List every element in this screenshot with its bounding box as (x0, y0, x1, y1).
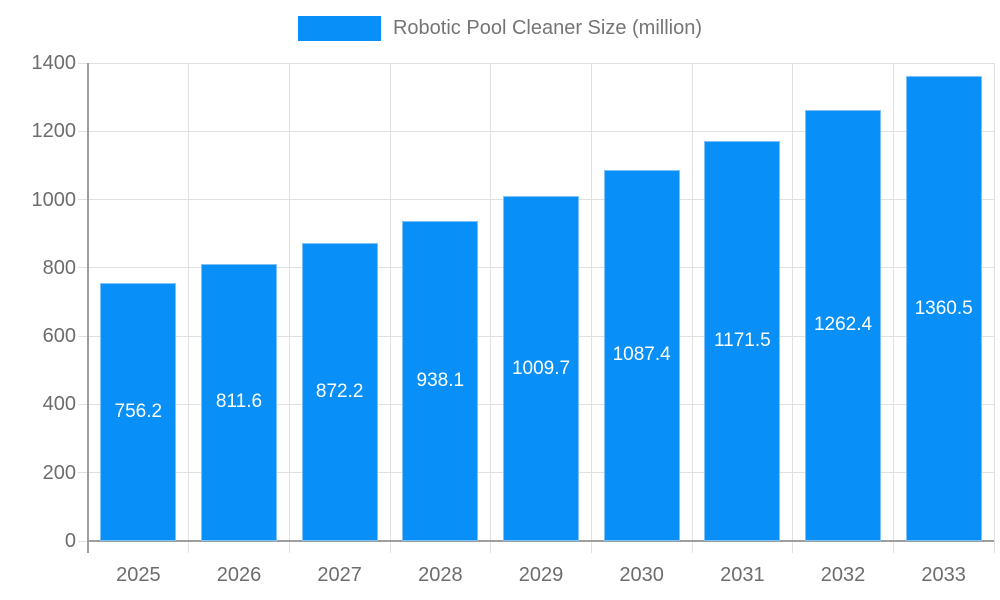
x-axis-label: 2032 (820, 564, 866, 586)
y-axis-tick (78, 335, 88, 337)
bar-value-label: 1171.5 (713, 330, 771, 351)
bar-value-label: 938.1 (416, 369, 465, 391)
bar-value-label: 1360.5 (914, 297, 973, 319)
v-gridline (892, 63, 894, 553)
y-axis-label: 1200 (31, 120, 77, 143)
legend[interactable]: Robotic Pool Cleaner Size (million) (0, 16, 1000, 41)
v-gridline (490, 63, 492, 553)
bar[interactable]: 756.2 (100, 282, 177, 541)
y-axis-tick (78, 62, 88, 64)
y-axis-label: 1000 (31, 188, 77, 211)
bar[interactable]: 872.2 (301, 243, 378, 541)
v-gridline (691, 63, 693, 553)
x-axis-label: 2030 (619, 564, 664, 586)
x-axis-line (88, 540, 994, 542)
y-axis-label: 0 (64, 530, 76, 552)
y-axis-label: 1400 (31, 52, 77, 74)
h-gridline (88, 130, 994, 132)
x-axis-label: 2025 (116, 564, 161, 586)
v-gridline (792, 63, 794, 553)
legend-swatch (297, 16, 381, 41)
y-axis-tick (78, 472, 88, 474)
v-gridline (389, 63, 391, 553)
legend-label: Robotic Pool Cleaner Size (million) (392, 17, 702, 39)
x-axis-label: 2028 (418, 564, 463, 586)
bar[interactable]: 1171.5 (704, 141, 781, 541)
v-gridline (288, 63, 290, 553)
v-gridline (993, 63, 995, 553)
y-axis-line (87, 63, 89, 553)
x-axis-label: 2033 (921, 564, 966, 586)
y-axis-label: 400 (42, 393, 76, 416)
y-axis-label: 600 (42, 325, 76, 348)
h-gridline (88, 62, 994, 64)
y-axis-tick (78, 540, 88, 542)
bar-value-label: 756.2 (114, 400, 163, 422)
x-axis-label: 2027 (317, 564, 362, 586)
y-axis-tick (78, 403, 88, 405)
bar-value-label: 811.6 (215, 391, 263, 413)
v-gridline (590, 63, 592, 553)
bar[interactable]: 1087.4 (603, 169, 680, 541)
bar-value-label: 1262.4 (813, 314, 873, 336)
y-axis-tick (78, 130, 88, 132)
v-gridline (188, 63, 190, 553)
x-axis-label: 2026 (216, 564, 262, 586)
bar[interactable]: 938.1 (402, 220, 479, 541)
bar[interactable]: 1262.4 (805, 109, 881, 541)
y-axis-tick (78, 199, 88, 201)
bar[interactable]: 1009.7 (503, 196, 579, 541)
bar[interactable]: 811.6 (201, 263, 277, 541)
bar-value-label: 1087.4 (612, 344, 671, 366)
bar-value-label: 872.2 (315, 381, 364, 403)
x-axis-label: 2029 (518, 564, 564, 586)
y-axis-label: 800 (42, 256, 76, 279)
y-axis-tick (78, 267, 88, 269)
bar-value-label: 1009.7 (511, 357, 571, 379)
bar[interactable]: 1360.5 (905, 76, 982, 541)
y-axis-label: 200 (42, 461, 76, 484)
x-axis-label: 2031 (720, 564, 765, 586)
